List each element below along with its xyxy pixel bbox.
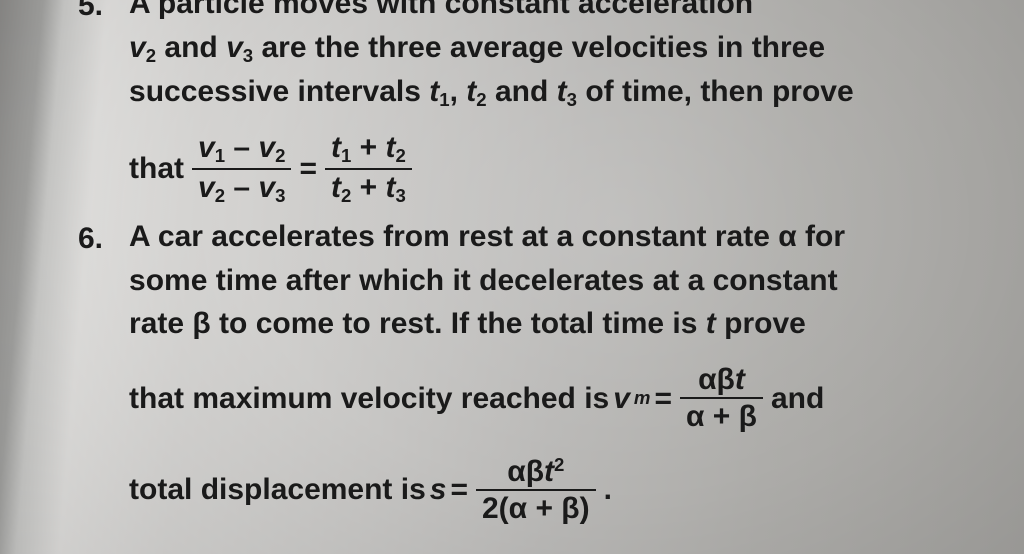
frac-bot: v2 – v3 [192,170,291,206]
var: v [258,131,275,164]
text: of time, then prove [585,75,853,108]
sup: 2 [554,454,564,475]
text: A particle moves with constant accelerat… [129,0,753,20]
text: that [129,147,184,191]
text: and [771,377,824,421]
op: + [351,171,385,204]
var: t [331,131,341,164]
var: t [331,171,341,204]
var: v [198,171,215,204]
sub: 1 [341,145,351,166]
var: t [557,75,567,108]
text: successive intervals [129,75,429,108]
sub: 3 [243,45,253,66]
sub: 1 [215,145,225,166]
sym: αβ [507,455,544,488]
var: v [129,31,146,64]
var: t [544,455,554,488]
var: t [386,131,396,164]
sub: 2 [275,145,285,166]
text: , [450,75,467,108]
sub: 3 [567,89,577,110]
fraction-s: αβt2 2(α + β) [476,455,596,525]
sub: 2 [215,185,225,206]
sub: 2 [396,145,406,166]
sub: 3 [275,185,285,206]
op: + [351,131,385,164]
frac-bot: α + β [680,399,763,433]
line: v2 and v3 are the three average velociti… [129,26,988,70]
period: . [604,468,612,512]
problem-body: A car accelerates from rest at a constan… [129,215,988,525]
frac-top: αβt2 [476,455,596,492]
fraction-left: v1 – v2 v2 – v3 [192,132,291,205]
text-content: 5. A particle moves with constant accele… [78,0,988,531]
frac-top: αβt [680,364,763,400]
text: prove [716,307,806,340]
var: t [386,171,396,204]
problem-number: 5. [78,0,103,205]
text: and [164,31,226,64]
frac-top: v1 – v2 [192,132,291,170]
var: v [198,131,215,164]
frac-bot: t2 + t3 [325,170,412,206]
problem-6: 6. A car accelerates from rest at a cons… [78,215,988,525]
equals: = [299,147,317,191]
sym: αβ [698,363,735,396]
var: t [429,75,439,108]
text: and [487,75,557,108]
op: – [225,171,258,204]
problem-number: 6. [78,215,103,525]
line: rate β to come to rest. If the total tim… [129,302,988,346]
equation-line: total displacement is s = αβt2 2(α + β) … [129,455,988,525]
problem-body: A particle moves with constant accelerat… [129,0,988,205]
equation-line: that v1 – v2 v2 – v3 = t1 + t2 t2 + t3 [129,132,988,205]
var: v [226,31,243,64]
line: successive intervals t1, t2 and t3 of ti… [129,70,988,114]
var: t [466,75,476,108]
equals: = [654,377,672,421]
line: some time after which it decelerates at … [129,259,988,303]
line: A car accelerates from rest at a constan… [129,215,988,259]
equation-line: that maximum velocity reached is vm = αβ… [129,364,988,433]
sub: 2 [146,45,156,66]
op: – [225,131,258,164]
text: total displacement is [129,468,426,512]
text: rate β to come to rest. If the total tim… [129,307,706,340]
text: are the three average velocities in thre… [261,31,825,64]
var: v [613,377,630,421]
var: t [735,363,745,396]
sub: 2 [476,89,486,110]
sub: 3 [396,185,406,206]
var: s [430,468,447,512]
line: A particle moves with constant accelerat… [129,0,988,26]
frac-bot: 2(α + β) [476,491,596,525]
sub: m [634,385,651,412]
problem-5: 5. A particle moves with constant accele… [78,0,988,205]
text: that maximum velocity reached is [129,377,609,421]
equals: = [450,468,468,512]
sub: 2 [341,185,351,206]
var: t [706,307,716,340]
fraction-right: t1 + t2 t2 + t3 [325,132,412,205]
frac-top: t1 + t2 [325,132,412,170]
fraction-vm: αβt α + β [680,364,763,433]
var: v [258,171,275,204]
sub: 1 [439,89,449,110]
